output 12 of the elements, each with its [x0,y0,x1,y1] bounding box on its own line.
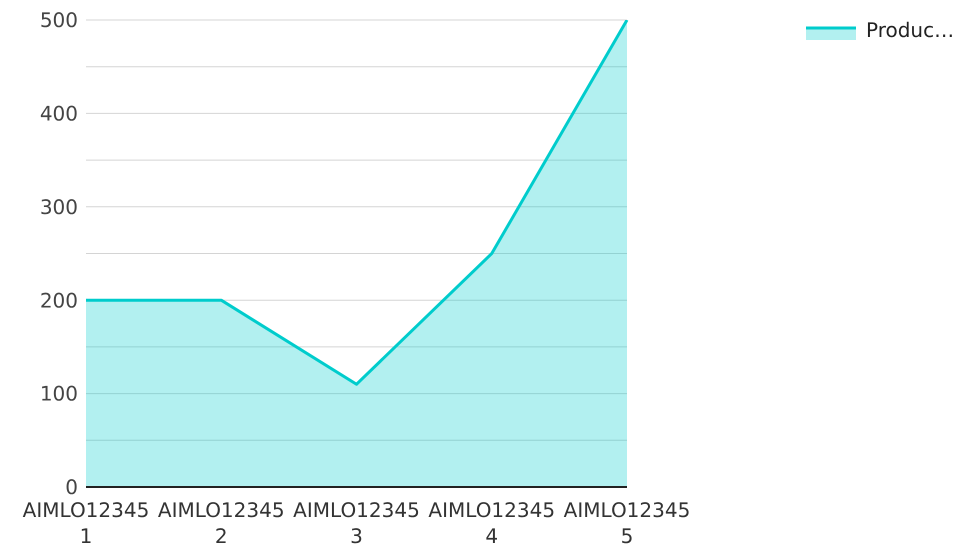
y-tick-label: 200 [40,288,78,312]
y-tick-label: 400 [40,102,78,126]
y-tick-label: 0 [65,475,78,500]
y-tick-label: 100 [40,382,78,406]
legend-label: Produc… [866,18,954,42]
x-tick-label: AIMLO123454 [428,498,556,548]
x-tick-label: AIMLO123455 [564,498,690,548]
x-tick-label: AIMLO123451 [22,498,150,548]
y-tick-label: 500 [40,8,78,32]
x-tick-label: AIMLO123452 [158,498,285,548]
y-tick-label: 300 [40,194,78,219]
x-tick-label: AIMLO123453 [293,498,420,548]
